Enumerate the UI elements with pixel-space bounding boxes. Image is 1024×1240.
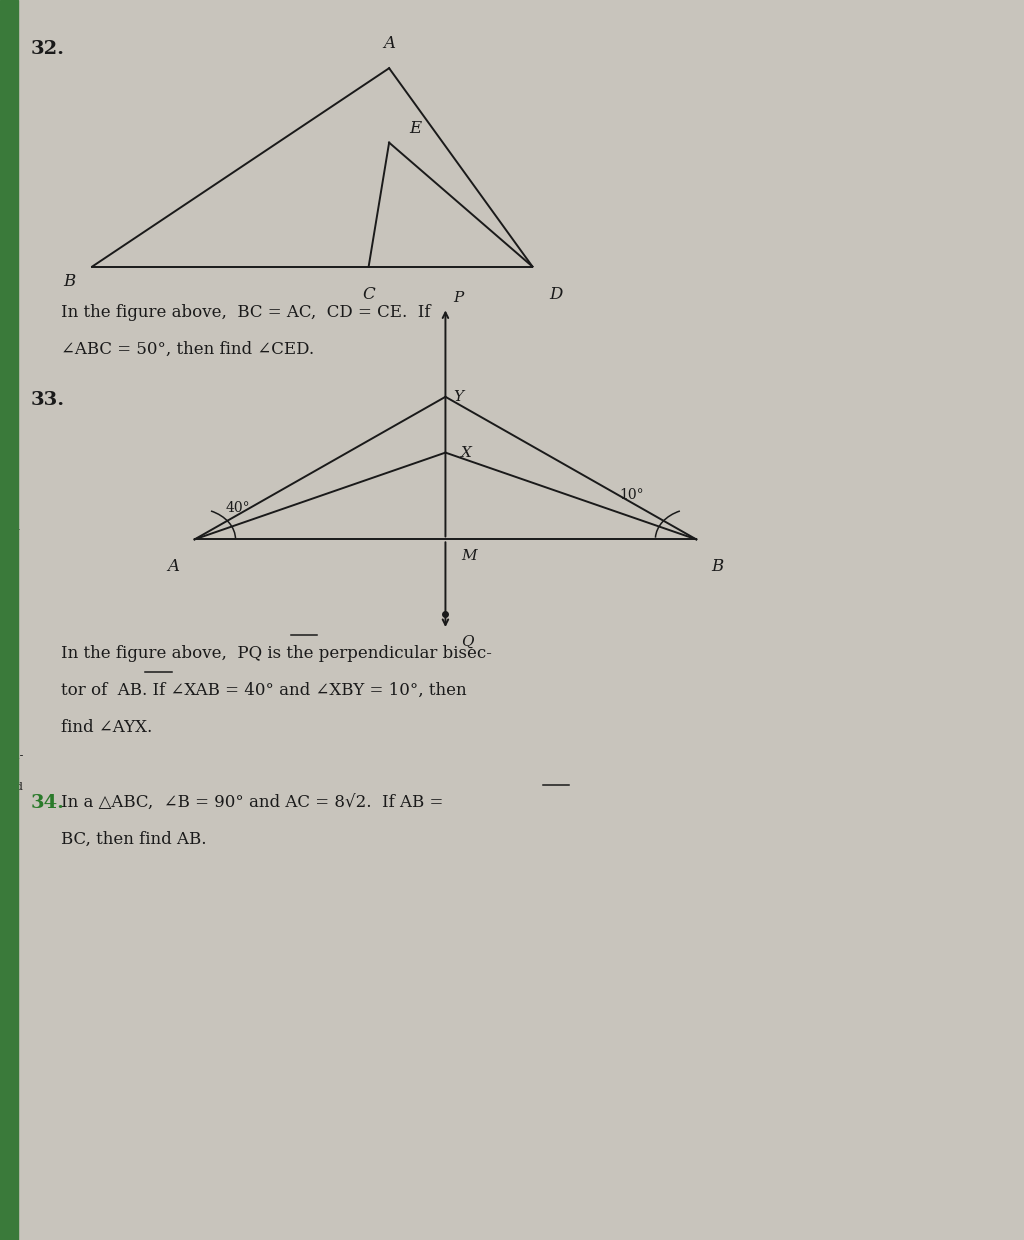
Text: find ∠AYX.: find ∠AYX. — [61, 719, 153, 737]
Text: M: M — [461, 548, 476, 563]
Text: X: X — [461, 445, 472, 460]
Text: B: B — [63, 273, 76, 290]
Text: 10°: 10° — [620, 489, 644, 502]
Text: tor of  AB. If ∠XAB = 40° and ∠XBY = 10°, then: tor of AB. If ∠XAB = 40° and ∠XBY = 10°,… — [61, 682, 467, 699]
Text: A: A — [167, 558, 179, 575]
Text: a tra-: a tra- — [0, 751, 24, 761]
Text: n-: n- — [5, 377, 15, 387]
Text: Q: Q — [461, 635, 473, 649]
Text: 32.: 32. — [31, 40, 65, 58]
Text: A: A — [383, 35, 395, 52]
Text: D: D — [549, 286, 562, 304]
Text: 33.: 33. — [31, 391, 65, 409]
Text: 40°: 40° — [225, 501, 250, 515]
Text: 34.: 34. — [31, 794, 65, 812]
Text: Y: Y — [453, 389, 463, 404]
Bar — [0, 0, 18, 1240]
Text: ° and: ° and — [0, 782, 24, 792]
Text: can: can — [0, 522, 20, 532]
Text: BC, then find AB.: BC, then find AB. — [61, 831, 207, 848]
Text: +: + — [6, 290, 18, 305]
Text: In a △ABC,  ∠B = 90° and AC = 8√2.  If AB =: In a △ABC, ∠B = 90° and AC = 8√2. If AB … — [61, 794, 443, 811]
Text: P: P — [453, 290, 464, 305]
Text: B: B — [712, 558, 724, 575]
Text: E: E — [409, 119, 421, 136]
Text: In the figure above,  BC = AC,  CD = CE.  If: In the figure above, BC = AC, CD = CE. I… — [61, 304, 431, 321]
Text: In the figure above,  PQ is the perpendicular bisec-: In the figure above, PQ is the perpendic… — [61, 645, 493, 662]
Text: C: C — [362, 286, 375, 304]
Text: ∠ABC = 50°, then find ∠CED.: ∠ABC = 50°, then find ∠CED. — [61, 341, 314, 358]
